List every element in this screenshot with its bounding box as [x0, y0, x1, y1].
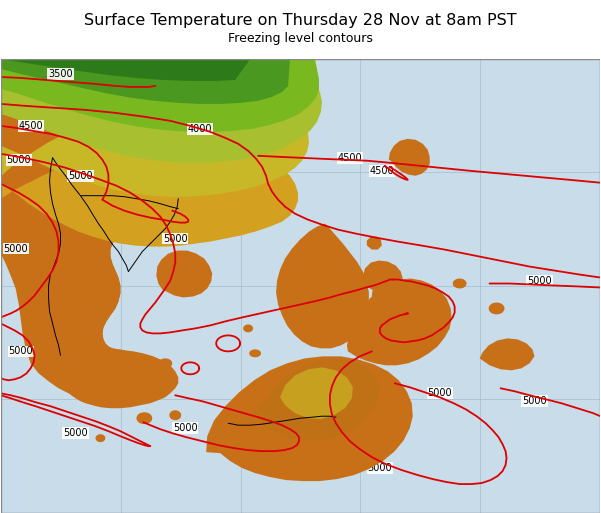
Polygon shape [249, 349, 261, 358]
Polygon shape [382, 302, 396, 312]
Text: 5000: 5000 [419, 306, 444, 317]
Text: 5000: 5000 [68, 171, 93, 181]
Polygon shape [1, 59, 309, 196]
Text: 5000: 5000 [4, 244, 28, 253]
Polygon shape [367, 236, 382, 250]
Polygon shape [96, 434, 105, 442]
Polygon shape [347, 279, 452, 365]
Polygon shape [301, 268, 327, 288]
Polygon shape [303, 377, 313, 385]
Text: 5000: 5000 [368, 463, 392, 473]
Polygon shape [280, 367, 353, 419]
Text: 5000: 5000 [427, 388, 452, 398]
Polygon shape [1, 59, 178, 408]
Polygon shape [337, 369, 347, 377]
Polygon shape [372, 284, 396, 304]
Polygon shape [273, 407, 283, 415]
Polygon shape [206, 357, 413, 481]
Text: 4000: 4000 [188, 124, 213, 134]
Polygon shape [480, 339, 534, 370]
Polygon shape [1, 59, 250, 81]
Text: 5000: 5000 [173, 423, 198, 433]
Polygon shape [453, 279, 466, 288]
Text: 5000: 5000 [63, 428, 88, 438]
Polygon shape [1, 59, 322, 163]
Polygon shape [363, 261, 403, 291]
Text: Freezing level contours: Freezing level contours [228, 32, 373, 45]
Text: 4500: 4500 [338, 153, 362, 163]
Text: Surface Temperature on Thursday 28 Nov at 8am PST: Surface Temperature on Thursday 28 Nov a… [84, 13, 517, 28]
Polygon shape [324, 359, 336, 368]
Polygon shape [263, 417, 273, 425]
Polygon shape [294, 299, 330, 321]
Text: 4500: 4500 [370, 166, 394, 176]
Polygon shape [276, 224, 369, 348]
Polygon shape [156, 250, 212, 298]
Polygon shape [243, 324, 253, 332]
Polygon shape [50, 167, 132, 361]
Polygon shape [335, 298, 367, 322]
Polygon shape [320, 281, 361, 309]
Polygon shape [1, 59, 290, 104]
Text: 5000: 5000 [6, 155, 31, 165]
Text: 5000: 5000 [163, 233, 188, 244]
Polygon shape [315, 367, 325, 376]
Text: 5000: 5000 [8, 346, 33, 357]
Text: 5000: 5000 [527, 275, 552, 286]
Polygon shape [1, 59, 298, 247]
Polygon shape [150, 389, 161, 397]
Polygon shape [389, 139, 430, 176]
Text: 3500: 3500 [48, 69, 73, 79]
Polygon shape [285, 397, 295, 405]
Polygon shape [489, 303, 505, 314]
Text: 4500: 4500 [18, 121, 43, 131]
Polygon shape [136, 412, 152, 424]
Polygon shape [359, 305, 383, 324]
Polygon shape [1, 59, 319, 132]
Polygon shape [293, 387, 303, 395]
Text: 5000: 5000 [522, 396, 547, 406]
Polygon shape [252, 359, 380, 440]
Polygon shape [169, 410, 182, 420]
Polygon shape [159, 359, 172, 368]
